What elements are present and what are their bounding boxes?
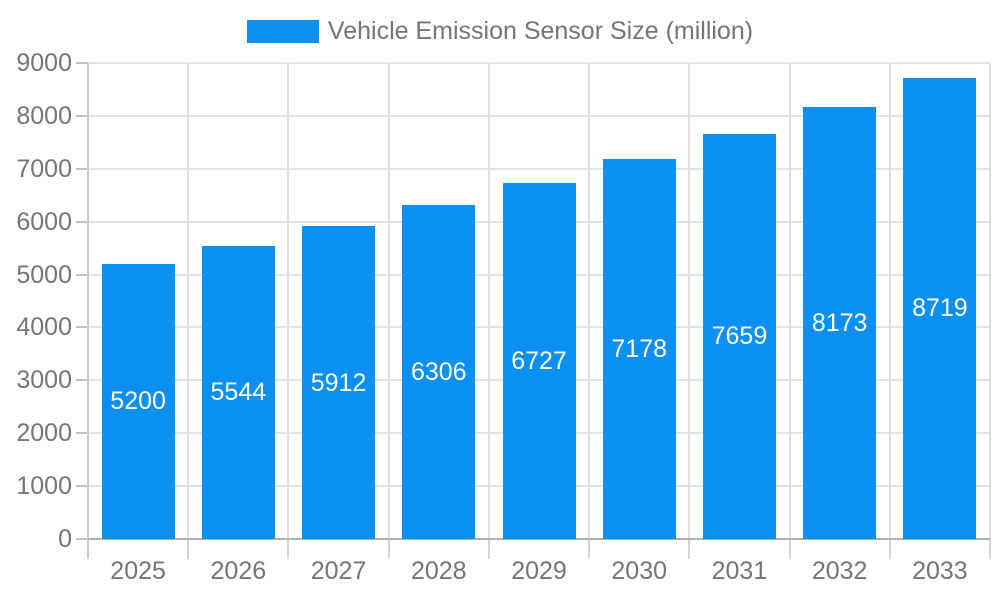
bar-value-label: 6306 bbox=[410, 358, 467, 387]
bar-value-label: 5912 bbox=[310, 368, 367, 397]
bar-value-label: 5200 bbox=[110, 387, 166, 416]
y-axis-label: 1000 bbox=[16, 472, 72, 501]
v-gridline bbox=[387, 63, 390, 539]
bar[interactable]: 8719 bbox=[903, 77, 977, 539]
y-axis-tick bbox=[76, 432, 88, 435]
v-gridline bbox=[287, 63, 290, 539]
x-axis-tick bbox=[588, 539, 591, 559]
bar-value-label: 8173 bbox=[811, 308, 868, 337]
y-axis-tick bbox=[76, 220, 88, 223]
v-gridline bbox=[588, 63, 591, 539]
legend[interactable]: Vehicle Emission Sensor Size (million) bbox=[0, 17, 1000, 46]
y-axis-tick bbox=[76, 538, 88, 540]
x-axis-label: 2026 bbox=[210, 557, 267, 585]
x-axis-label: 2032 bbox=[811, 557, 868, 585]
bar[interactable]: 5912 bbox=[302, 226, 376, 539]
legend-label: Vehicle Emission Sensor Size (million) bbox=[327, 17, 754, 45]
x-axis-tick bbox=[287, 539, 290, 559]
v-gridline bbox=[688, 63, 691, 539]
bar[interactable]: 7178 bbox=[602, 159, 676, 539]
bar-value-label: 8719 bbox=[912, 294, 968, 323]
bar-value-label: 7659 bbox=[711, 322, 768, 351]
bar-value-label: 7178 bbox=[611, 335, 668, 364]
bar[interactable]: 7659 bbox=[702, 133, 776, 539]
x-axis-line bbox=[88, 538, 990, 540]
x-axis-label: 2033 bbox=[912, 557, 968, 585]
x-axis-tick bbox=[888, 539, 891, 559]
y-axis-label: 6000 bbox=[16, 207, 72, 236]
x-axis-tick bbox=[989, 539, 991, 559]
y-axis-label: 9000 bbox=[16, 49, 72, 77]
x-axis-tick bbox=[387, 539, 390, 559]
y-axis-tick bbox=[76, 167, 88, 170]
x-axis-label: 2030 bbox=[611, 557, 668, 585]
y-axis-label: 2000 bbox=[16, 419, 72, 448]
x-axis-label: 2028 bbox=[410, 557, 467, 585]
bar-value-label: 5544 bbox=[210, 378, 267, 407]
bar[interactable]: 8173 bbox=[803, 106, 877, 539]
v-gridline bbox=[989, 63, 991, 539]
x-axis-tick bbox=[487, 539, 490, 559]
y-axis-tick bbox=[76, 485, 88, 488]
bar[interactable]: 6727 bbox=[502, 183, 576, 539]
y-axis-label: 3000 bbox=[16, 366, 72, 395]
y-axis-label: 0 bbox=[58, 525, 72, 553]
y-axis-tick bbox=[76, 273, 88, 276]
x-axis-label: 2027 bbox=[310, 557, 367, 585]
y-axis-line bbox=[87, 63, 89, 559]
v-gridline bbox=[888, 63, 891, 539]
v-gridline bbox=[788, 63, 791, 539]
bar[interactable]: 6306 bbox=[402, 205, 476, 539]
x-axis-tick bbox=[788, 539, 791, 559]
v-gridline bbox=[487, 63, 490, 539]
y-axis-tick bbox=[76, 114, 88, 117]
y-axis-label: 5000 bbox=[16, 260, 72, 289]
bar-value-label: 6727 bbox=[511, 347, 567, 376]
x-axis-tick bbox=[688, 539, 691, 559]
x-axis-label: 2029 bbox=[511, 557, 567, 585]
y-axis-label: 7000 bbox=[16, 154, 72, 183]
y-axis-tick bbox=[76, 326, 88, 329]
x-axis-label: 2031 bbox=[711, 557, 768, 585]
y-axis-tick bbox=[76, 379, 88, 382]
bar[interactable]: 5544 bbox=[201, 245, 275, 539]
legend-swatch bbox=[246, 20, 319, 43]
bar[interactable]: 5200 bbox=[101, 263, 175, 539]
x-axis-label: 2025 bbox=[110, 557, 166, 585]
x-axis-tick bbox=[187, 539, 190, 559]
y-axis-tick bbox=[76, 62, 88, 64]
y-axis-label: 8000 bbox=[16, 101, 72, 130]
h-gridline bbox=[88, 62, 990, 64]
h-gridline bbox=[88, 167, 990, 170]
v-gridline bbox=[187, 63, 190, 539]
h-gridline bbox=[88, 114, 990, 117]
y-axis-label: 4000 bbox=[16, 313, 72, 342]
